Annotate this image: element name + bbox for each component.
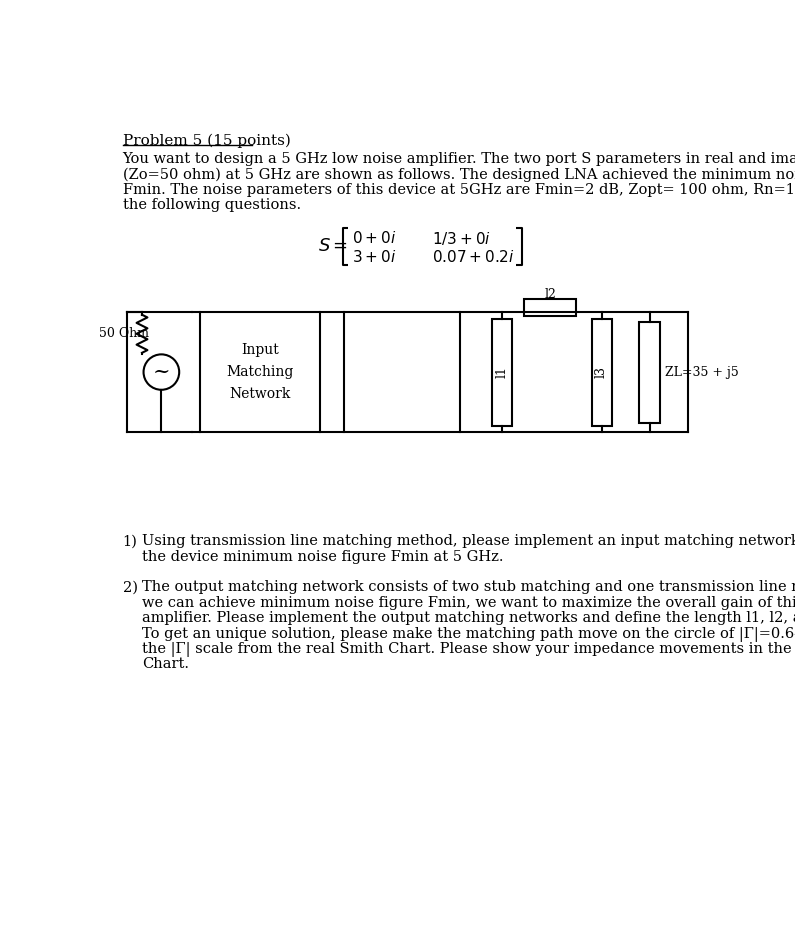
Text: l1: l1	[496, 367, 509, 378]
Text: Problem 5 (15 points): Problem 5 (15 points)	[122, 134, 290, 148]
Text: ZL=35 + j5: ZL=35 + j5	[665, 366, 739, 379]
Text: amplifier. Please implement the output matching networks and define the length l: amplifier. Please implement the output m…	[142, 611, 795, 626]
Text: we can achieve minimum noise figure Fmin, we want to maximize the overall gain o: we can achieve minimum noise figure Fmin…	[142, 596, 795, 610]
Text: Using transmission line matching method, please implement an input matching netw: Using transmission line matching method,…	[142, 534, 795, 548]
Text: l2: l2	[544, 288, 556, 301]
Text: 1): 1)	[122, 534, 138, 548]
Text: The output matching network consists of two stub matching and one transmission l: The output matching network consists of …	[142, 581, 795, 595]
Text: l3: l3	[595, 367, 608, 378]
Bar	[492, 319, 513, 425]
Text: $0 + 0i$: $0 + 0i$	[352, 231, 396, 247]
Text: Fmin. The noise parameters of this device at 5GHz are Fmin=2 dB, Zopt= 100 ohm, : Fmin. The noise parameters of this devic…	[122, 183, 795, 197]
Text: To get an unique solution, please make the matching path move on the circle of |: To get an unique solution, please make t…	[142, 626, 795, 641]
Text: ~: ~	[153, 363, 170, 381]
Text: $S =$: $S =$	[318, 237, 348, 255]
Text: $0.07 + 0.2i$: $0.07 + 0.2i$	[432, 249, 514, 265]
Bar	[343, 312, 460, 432]
Text: $3 + 0i$: $3 + 0i$	[352, 249, 396, 265]
Text: the device minimum noise figure Fmin at 5 GHz.: the device minimum noise figure Fmin at …	[142, 550, 503, 564]
Bar	[524, 298, 576, 316]
Bar	[591, 319, 611, 425]
Text: 50 Ohm: 50 Ohm	[99, 327, 149, 340]
Text: 2): 2)	[122, 581, 138, 595]
Text: You want to design a 5 GHz low noise amplifier. The two port S parameters in rea: You want to design a 5 GHz low noise amp…	[122, 152, 795, 166]
Text: $1/3 + 0i$: $1/3 + 0i$	[432, 230, 491, 247]
Text: Chart.: Chart.	[142, 657, 189, 671]
Bar	[200, 312, 320, 432]
Text: the following questions.: the following questions.	[122, 198, 301, 212]
Text: Input
Matching
Network: Input Matching Network	[227, 343, 294, 401]
Text: (Zo=50 ohm) at 5 GHz are shown as follows. The designed LNA achieved the minimum: (Zo=50 ohm) at 5 GHz are shown as follow…	[122, 167, 795, 182]
Text: the |Γ| scale from the real Smith Chart. Please show your impedance movements in: the |Γ| scale from the real Smith Chart.…	[142, 642, 795, 657]
Bar	[638, 322, 661, 423]
